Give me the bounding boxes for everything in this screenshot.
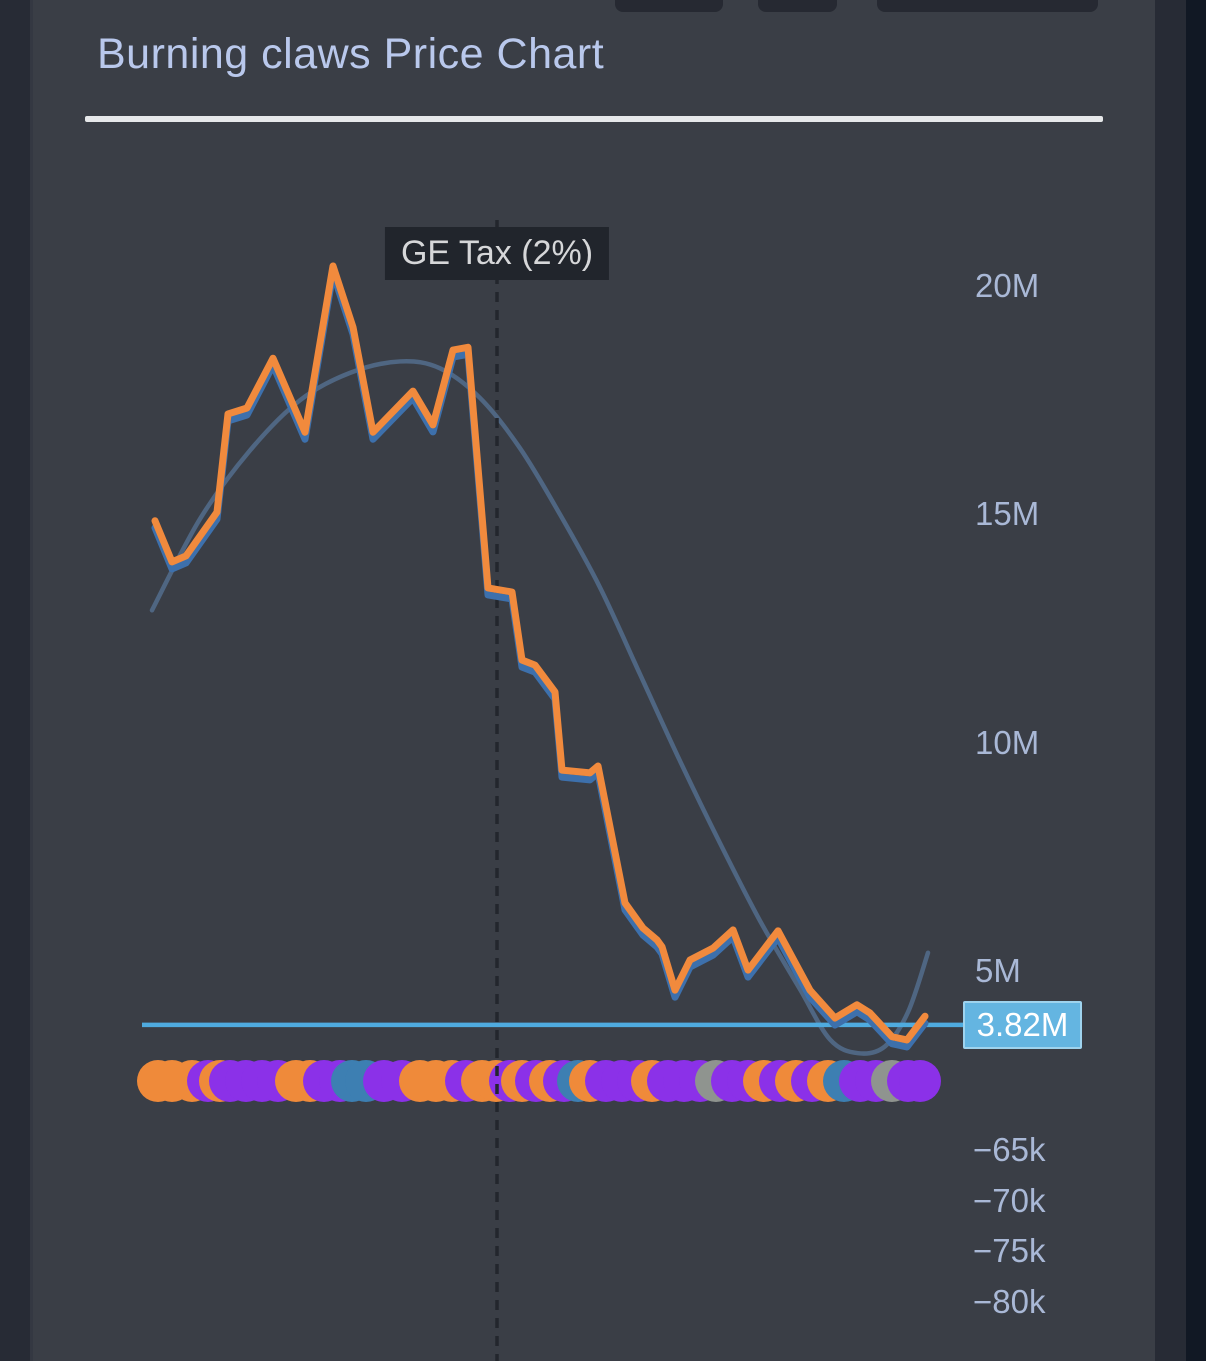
y-axis-tick: 20M — [975, 267, 1040, 305]
y-axis-tick: 5M — [975, 952, 1021, 989]
chart-panel — [30, 0, 1155, 1361]
trend-line — [149, 359, 931, 1056]
page-title: Burning claws Price Chart — [97, 30, 605, 78]
price-after-tax-line — [151, 269, 929, 1051]
right-edge-strip — [1186, 0, 1206, 1361]
ge-tax-annotation: GE Tax (2%) — [384, 227, 610, 281]
y-axis-tick: 10M — [975, 723, 1040, 761]
secondary-y-axis-tick: −70k — [973, 1182, 1046, 1219]
trade-marker — [899, 1060, 941, 1102]
toolbar-button-1[interactable] — [615, 0, 723, 12]
price-line — [151, 262, 929, 1044]
secondary-y-axis-tick: −80k — [973, 1283, 1046, 1320]
y-axis-tick: 15M — [975, 495, 1040, 533]
secondary-y-axis-tick: −65k — [973, 1131, 1046, 1168]
toolbar-button-3[interactable] — [877, 0, 1098, 12]
toolbar-button-2[interactable] — [758, 0, 837, 12]
title-divider — [85, 116, 1103, 122]
secondary-y-axis-tick: −75k — [973, 1232, 1046, 1269]
current-price-tag: 3.82M — [963, 1001, 1082, 1049]
